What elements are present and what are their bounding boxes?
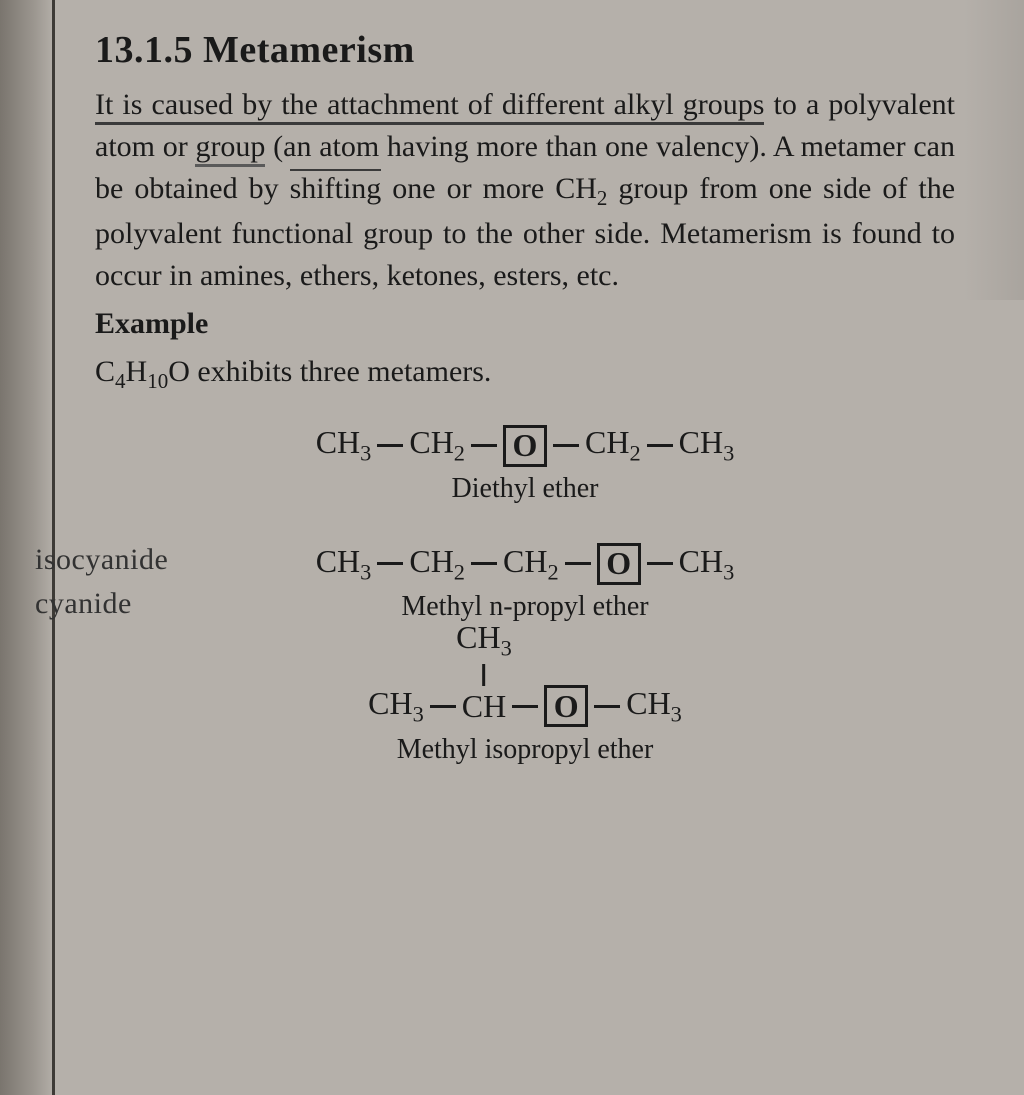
branched-ch-group: CH3 CH xyxy=(462,688,506,725)
text-frag: one or more CH xyxy=(381,172,597,205)
formula-caption: Methyl isopropyl ether xyxy=(95,734,955,766)
ch3-group: CH3 xyxy=(368,685,424,727)
bond-icon xyxy=(471,444,497,447)
subscript-10: 10 xyxy=(147,369,168,393)
formula-diethyl-ether: CH3 CH2 O CH2 CH3 Diethyl ether xyxy=(95,424,955,504)
ch3-group: CH3 xyxy=(316,543,372,585)
formula-h: H xyxy=(126,355,148,388)
formula-row: CH3 CH2 CH2 O CH3 xyxy=(316,543,735,585)
bond-icon xyxy=(377,562,403,565)
oxygen-box: O xyxy=(503,425,547,467)
text-frag: group from one side of xyxy=(607,172,907,205)
formula-caption: Methyl n-propyl ether xyxy=(95,591,955,623)
ch2-group: CH2 xyxy=(503,543,559,585)
body-paragraph: It is caused by the attachment of differ… xyxy=(95,84,955,297)
text-frag: to a polyvalent xyxy=(764,88,955,121)
bond-icon xyxy=(377,444,403,447)
subscript-2: 2 xyxy=(597,186,608,210)
underlined-word-group: group xyxy=(195,130,265,167)
underlined-phrase-1: It is caused by the attachment of differ… xyxy=(95,88,764,125)
example-sentence: C4H10O exhibits three metamers. xyxy=(95,355,955,394)
subscript-4: 4 xyxy=(115,369,126,393)
ch2-group: CH2 xyxy=(409,543,465,585)
ch3-group: CH3 xyxy=(456,619,512,655)
bond-icon xyxy=(553,444,579,447)
section-title-text: Metamerism xyxy=(203,29,415,71)
overlined-word-shifting: shifting xyxy=(290,172,382,205)
text-frag: atom or xyxy=(95,130,195,163)
formula-c: C xyxy=(95,355,115,388)
bond-icon xyxy=(594,705,620,708)
text-frag: (an atom having more than one valency). … xyxy=(265,130,905,163)
handwritten-cyanide: cyanide xyxy=(35,587,132,621)
bond-icon xyxy=(471,562,497,565)
example-rest: O exhibits three metamers. xyxy=(168,355,491,388)
ch3-group: CH3 xyxy=(626,685,682,727)
formula-row: CH3 CH2 O CH2 CH3 xyxy=(316,424,735,466)
ch2-group: CH2 xyxy=(409,424,465,466)
branch-top: CH3 xyxy=(456,619,512,687)
section-number: 13.1.5 xyxy=(95,29,193,71)
formula-row: CH3 CH3 CH O CH3 xyxy=(368,685,682,727)
formula-methyl-n-propyl-ether: isocyanide cyanide CH3 CH2 CH2 O CH3 Met… xyxy=(95,543,955,623)
bond-icon xyxy=(565,562,591,565)
formula-caption: Diethyl ether xyxy=(95,473,955,505)
page-content: 13.1.5 Metamerism It is caused by the at… xyxy=(55,0,975,786)
ch3-group: CH3 xyxy=(679,424,735,466)
bond-icon xyxy=(647,444,673,447)
ch-group: CH xyxy=(462,688,506,724)
handwritten-isocyanide: isocyanide xyxy=(35,543,168,577)
vertical-bond-icon xyxy=(482,664,485,686)
oxygen-box: O xyxy=(597,543,641,585)
section-heading: 13.1.5 Metamerism xyxy=(95,28,955,72)
example-heading: Example xyxy=(95,307,955,341)
ch3-group: CH3 xyxy=(679,543,735,585)
ch2-group: CH2 xyxy=(585,424,641,466)
oxygen-box: O xyxy=(544,685,588,727)
ch3-group: CH3 xyxy=(316,424,372,466)
bond-icon xyxy=(512,705,538,708)
formula-methyl-isopropyl-ether: CH3 CH3 CH O CH3 Methyl isopropyl ether xyxy=(95,685,955,765)
bond-icon xyxy=(430,705,456,708)
bond-icon xyxy=(647,562,673,565)
